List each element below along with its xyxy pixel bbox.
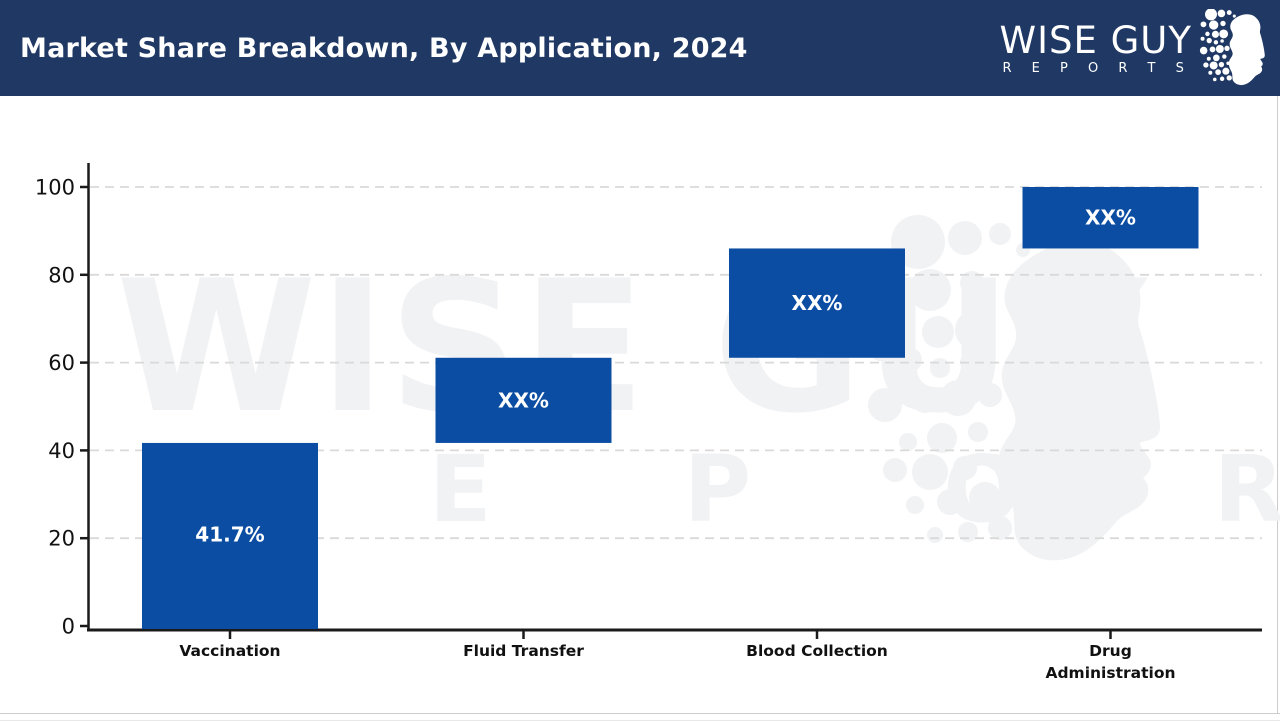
y-tick-label: 80 bbox=[48, 263, 75, 287]
value-label-fluid-transfer: XX% bbox=[498, 388, 549, 412]
face-dot bbox=[1205, 31, 1210, 37]
face-dot bbox=[1213, 77, 1217, 82]
bar-blood-collection bbox=[729, 248, 905, 358]
x-tick-label-fluid-transfer: Fluid Transfer bbox=[463, 642, 584, 660]
face-dot bbox=[1224, 45, 1230, 51]
bar-fluid-transfer bbox=[435, 357, 612, 443]
wiseguy-logo: WISE GUY R E P O R T S bbox=[1000, 6, 1270, 92]
face-dot bbox=[1218, 61, 1225, 68]
face-dot bbox=[1222, 67, 1230, 75]
face-dot bbox=[1213, 40, 1219, 45]
face-dot bbox=[1203, 62, 1209, 68]
face-dot bbox=[1215, 69, 1221, 75]
face-dot bbox=[899, 433, 917, 451]
value-label-blood-collection: XX% bbox=[792, 291, 843, 315]
y-tick-label: 0 bbox=[62, 615, 75, 639]
face-dot bbox=[969, 482, 1001, 514]
face-dot bbox=[988, 516, 1012, 540]
face-dot bbox=[1027, 292, 1043, 308]
face-dot bbox=[960, 271, 984, 295]
face-dot bbox=[1232, 14, 1236, 18]
face-dot bbox=[1219, 76, 1225, 81]
face-dot bbox=[1211, 30, 1219, 38]
bar-drug-administration bbox=[1022, 187, 1199, 249]
face-dot bbox=[930, 358, 950, 378]
face-dot bbox=[909, 269, 951, 311]
chart-area: WISE GUY R E P O R T S 02040608010041.7%… bbox=[0, 96, 1280, 714]
face-profile-shape bbox=[998, 241, 1161, 561]
face-dot bbox=[955, 310, 995, 350]
page-title: Market Share Breakdown, By Application, … bbox=[20, 32, 748, 64]
face-dot bbox=[1217, 9, 1226, 18]
wiseguy-logo-text: WISE GUY R E P O R T S bbox=[999, 18, 1192, 77]
face-dot bbox=[958, 522, 978, 542]
face-dot bbox=[1200, 36, 1205, 41]
face-dot bbox=[1234, 19, 1238, 22]
face-dot bbox=[912, 387, 938, 413]
wiseguy-face-icon bbox=[1199, 9, 1265, 86]
face-dot bbox=[1220, 20, 1226, 27]
logo-face-art bbox=[1199, 9, 1265, 86]
y-tick-label: 20 bbox=[48, 527, 75, 551]
y-tick-label: 100 bbox=[35, 176, 75, 200]
face-dot bbox=[1226, 61, 1230, 65]
face-dot bbox=[1234, 32, 1237, 36]
face-dot bbox=[1235, 25, 1239, 29]
face-dot bbox=[927, 527, 943, 543]
face-dot bbox=[978, 383, 1002, 407]
face-dot bbox=[937, 489, 963, 515]
face-dot bbox=[1206, 37, 1212, 44]
face-dot bbox=[1206, 56, 1211, 61]
face-dot bbox=[1205, 9, 1217, 21]
face-dot bbox=[883, 458, 907, 482]
face-dot bbox=[1226, 10, 1232, 15]
frame-bottom-line bbox=[0, 713, 1280, 714]
face-dot bbox=[906, 496, 924, 514]
face-dot bbox=[1022, 324, 1034, 336]
face-dot bbox=[1024, 264, 1036, 276]
face-dot bbox=[989, 223, 1011, 245]
face-dot bbox=[1209, 61, 1218, 70]
x-tick-label-drug-administration: Drug bbox=[1089, 642, 1132, 660]
face-dot bbox=[968, 422, 988, 442]
x-tick-label-blood-collection: Blood Collection bbox=[746, 642, 888, 660]
value-label-vaccination: 41.7% bbox=[195, 522, 264, 546]
logo-subtext: R E P O R T S bbox=[1002, 61, 1192, 77]
face-dot bbox=[1220, 39, 1224, 43]
frame-right-line bbox=[1277, 96, 1278, 713]
logo-wordmark: WISE GUY bbox=[999, 18, 1192, 62]
face-dot bbox=[948, 221, 982, 255]
face-dot bbox=[1226, 75, 1232, 81]
face-dot bbox=[1222, 54, 1227, 59]
face-dot bbox=[987, 454, 1003, 470]
market-share-chart: 0 20 40 60 80 100 41.7% Vaccination XX% Fluid Tra… bbox=[35, 163, 1262, 682]
value-label-drug-administration: XX% bbox=[1085, 206, 1136, 230]
face-profile-shape bbox=[1228, 14, 1265, 86]
x-tick-label-drug-administration: Administration bbox=[1045, 664, 1175, 682]
face-dot bbox=[1219, 29, 1229, 39]
header: Market Share Breakdown, By Application, … bbox=[0, 0, 1280, 96]
face-dot bbox=[1199, 46, 1208, 55]
face-dot bbox=[953, 456, 977, 480]
face-dot bbox=[927, 423, 957, 453]
bar-vaccination bbox=[142, 442, 318, 629]
face-dot bbox=[1209, 20, 1219, 30]
face-dot bbox=[1215, 45, 1224, 53]
face-dot bbox=[1200, 21, 1207, 28]
face-dot bbox=[868, 388, 902, 422]
face-dot bbox=[922, 316, 954, 348]
watermark-face-icon bbox=[868, 215, 1161, 561]
face-dot bbox=[1209, 46, 1216, 53]
x-tick-label-vaccination: Vaccination bbox=[179, 642, 280, 660]
face-dot bbox=[1213, 54, 1220, 62]
face-dot bbox=[912, 454, 948, 490]
y-tick-label: 40 bbox=[48, 439, 75, 463]
face-dot bbox=[940, 380, 976, 416]
y-tick-label: 60 bbox=[48, 351, 75, 375]
face-dot bbox=[1208, 70, 1213, 75]
